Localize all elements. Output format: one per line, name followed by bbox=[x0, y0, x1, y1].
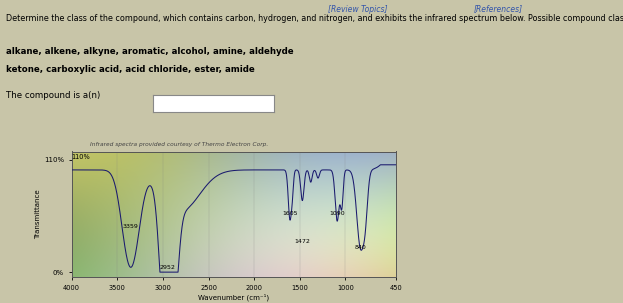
Text: 840: 840 bbox=[354, 245, 366, 250]
Text: 1472: 1472 bbox=[295, 238, 310, 244]
Text: 3359: 3359 bbox=[122, 224, 138, 229]
Text: Infrared spectra provided courtesy of Thermo Electron Corp.: Infrared spectra provided courtesy of Th… bbox=[90, 142, 269, 148]
Text: 110%: 110% bbox=[72, 154, 90, 160]
Text: [Review Topics]: [Review Topics] bbox=[328, 5, 388, 14]
Text: [References]: [References] bbox=[474, 5, 523, 14]
Text: alkane, alkene, alkyne, aromatic, alcohol, amine, aldehyde: alkane, alkene, alkyne, aromatic, alcoho… bbox=[6, 47, 294, 56]
Text: ketone, carboxylic acid, acid chloride, ester, amide: ketone, carboxylic acid, acid chloride, … bbox=[6, 65, 255, 74]
Y-axis label: Transmittance: Transmittance bbox=[35, 190, 41, 239]
Text: Determine the class of the compound, which contains carbon, hydrogen, and nitrog: Determine the class of the compound, whi… bbox=[6, 14, 623, 23]
Text: 1605: 1605 bbox=[282, 211, 298, 216]
Text: The compound is a(n): The compound is a(n) bbox=[6, 91, 100, 100]
Text: 2952: 2952 bbox=[159, 265, 175, 270]
Text: 1090: 1090 bbox=[330, 211, 345, 216]
X-axis label: Wavenumber (cm⁻¹): Wavenumber (cm⁻¹) bbox=[198, 294, 269, 301]
